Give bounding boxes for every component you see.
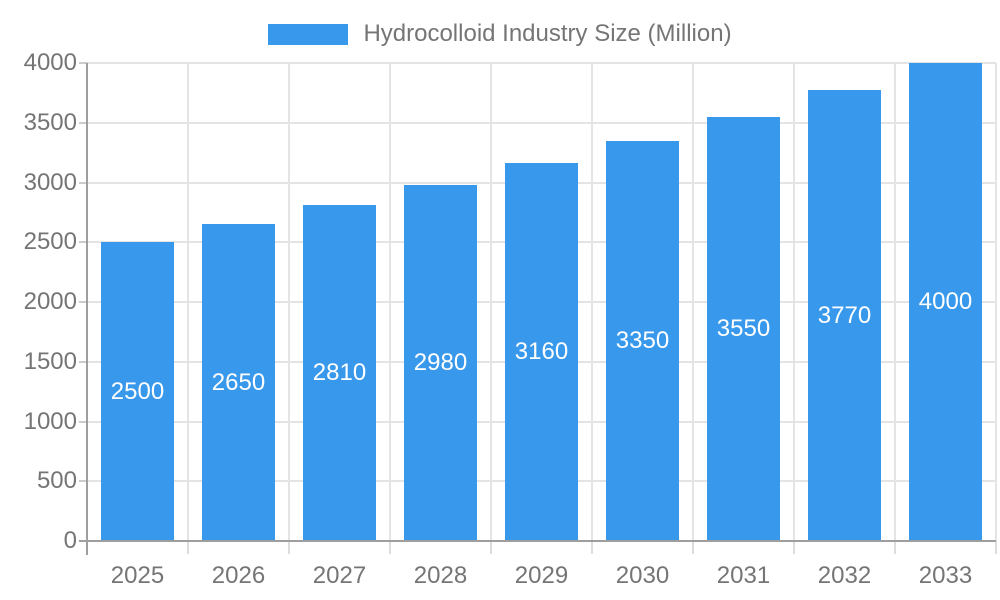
x-axis-label: 2032 (817, 562, 872, 589)
gridline-vertical (490, 63, 492, 541)
gridline-vertical (692, 63, 694, 541)
x-tick-mark (591, 541, 593, 554)
bar-value-label: 2650 (211, 368, 266, 396)
x-tick-mark (490, 541, 492, 554)
bar-value-label: 3160 (514, 338, 569, 366)
bar-2031 (707, 116, 780, 541)
y-axis-label: 1000 (23, 407, 77, 435)
y-axis-line (86, 63, 88, 555)
y-tick-mark (79, 62, 87, 64)
gridline-vertical (187, 63, 189, 541)
x-axis-label: 2029 (514, 562, 569, 589)
gridline-vertical (995, 63, 997, 541)
bar-2027 (303, 205, 376, 541)
bar-2025 (101, 242, 174, 541)
bar-value-label: 3770 (817, 301, 872, 329)
x-axis-label: 2030 (615, 562, 670, 589)
x-tick-mark (793, 541, 795, 554)
y-tick-mark (79, 480, 87, 483)
gridline-vertical (288, 63, 290, 541)
bar-value-label: 2810 (312, 359, 367, 387)
legend: Hydrocolloid Industry Size (Million) (0, 20, 1000, 48)
bar-value-label: 3550 (716, 314, 771, 342)
x-tick-mark (692, 541, 694, 554)
bar-value-label: 4000 (918, 288, 973, 315)
x-tick-mark (894, 541, 896, 554)
x-axis-label: 2025 (110, 562, 165, 589)
bar-2033 (909, 63, 982, 541)
x-tick-mark (389, 541, 391, 554)
y-tick-mark (79, 121, 87, 124)
gridline-horizontal (87, 62, 996, 64)
x-axis-line (79, 540, 996, 542)
y-tick-mark (79, 181, 87, 184)
bar-2028 (404, 184, 477, 541)
y-axis-label: 500 (36, 467, 77, 495)
y-tick-mark (79, 360, 87, 363)
y-axis-label: 2000 (23, 288, 77, 315)
bar-2029 (505, 163, 578, 541)
bar-2026 (202, 224, 275, 541)
gridline-vertical (894, 63, 896, 541)
x-axis-label: 2033 (918, 562, 973, 589)
y-tick-mark (79, 420, 87, 423)
x-tick-mark (187, 541, 189, 554)
bar-2030 (606, 140, 679, 541)
x-axis-label: 2026 (211, 562, 266, 589)
y-axis-label: 4000 (23, 49, 77, 76)
gridline-vertical (389, 63, 391, 541)
x-tick-mark (288, 541, 290, 554)
bar-value-label: 3350 (615, 326, 670, 354)
y-axis-label: 2500 (23, 228, 77, 256)
y-tick-mark (79, 301, 87, 303)
gridline-vertical (793, 63, 795, 541)
x-axis-label: 2027 (312, 562, 367, 589)
y-axis-label: 3000 (23, 168, 77, 196)
legend-swatch (268, 23, 349, 45)
x-tick-mark (995, 541, 997, 554)
bar-2032 (808, 90, 881, 541)
gridline-horizontal (87, 121, 996, 124)
gridline-vertical (591, 63, 593, 541)
y-axis-label: 3500 (23, 108, 77, 136)
bar-value-label: 2980 (413, 348, 468, 376)
y-axis-label: 1500 (23, 347, 77, 375)
bar-value-label: 2500 (110, 377, 165, 405)
y-tick-mark (79, 241, 87, 244)
x-axis-label: 2028 (413, 562, 468, 589)
legend-label: Hydrocolloid Industry Size (Million) (363, 20, 732, 47)
x-axis-label: 2031 (716, 562, 771, 589)
y-axis-label: 0 (63, 527, 77, 554)
